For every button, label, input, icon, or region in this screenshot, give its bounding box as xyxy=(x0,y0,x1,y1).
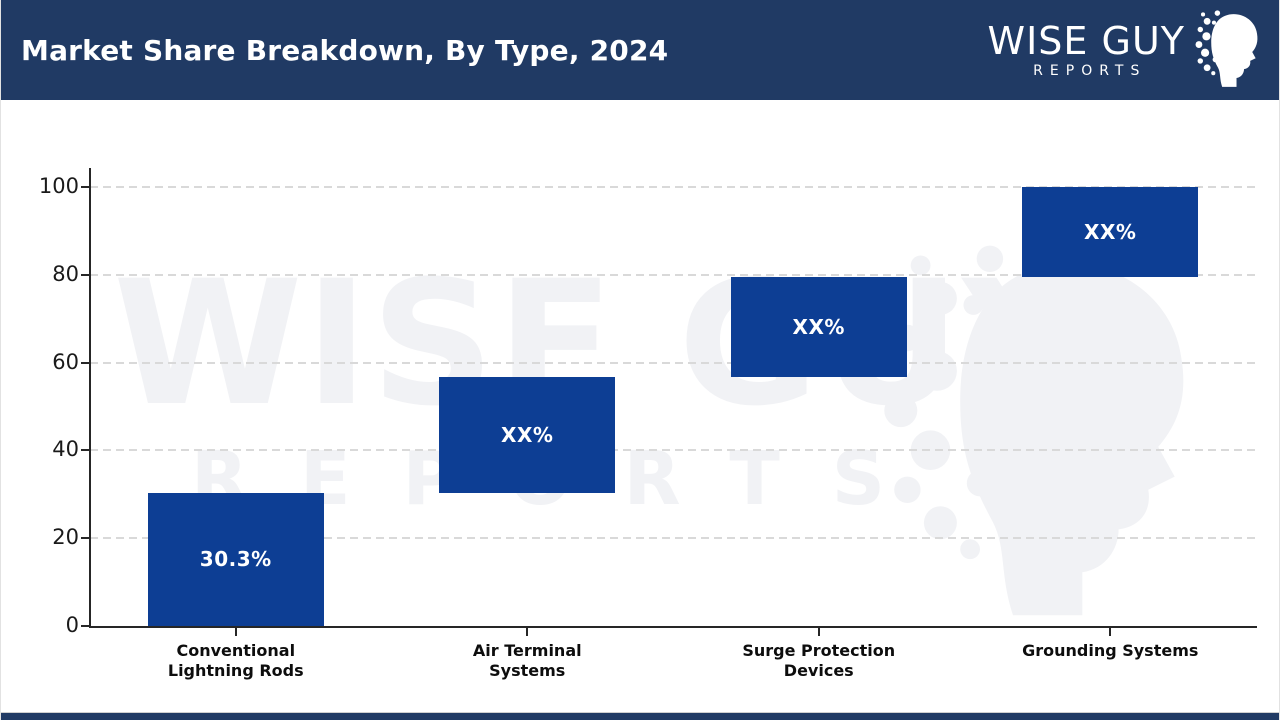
y-axis-tick xyxy=(81,449,90,452)
grid-line xyxy=(90,537,1256,540)
x-axis-category-line: Systems xyxy=(489,661,566,680)
x-axis-category-label: Conventional Lightning Rods xyxy=(86,641,386,681)
y-axis-tick-label: 40 xyxy=(52,437,79,462)
bar-value-label: XX% xyxy=(501,423,554,448)
y-axis-tick-label: 0 xyxy=(65,613,79,637)
footer-bar xyxy=(1,712,1279,720)
x-axis-tick xyxy=(817,628,820,636)
x-axis-category-line: Lightning Rods xyxy=(167,661,304,680)
y-axis-tick xyxy=(81,273,90,276)
bar-value-label: XX% xyxy=(1084,219,1137,244)
x-axis-tick xyxy=(234,628,237,636)
header-bar: Market Share Breakdown, By Type, 2024 WI… xyxy=(1,0,1279,100)
brand-wordmark: WISE GUY REPORTS xyxy=(988,22,1185,79)
x-axis-category-label: Grounding Systems xyxy=(960,641,1260,661)
x-axis-category-line: Conventional xyxy=(176,641,296,660)
y-axis-line xyxy=(89,168,91,628)
chart-title: Market Share Breakdown, By Type, 2024 xyxy=(21,33,669,67)
brand-reports-text: REPORTS xyxy=(1033,62,1147,79)
y-axis-tick-label: 100 xyxy=(38,174,79,198)
y-axis-tick-label: 60 xyxy=(52,349,79,374)
y-axis-tick xyxy=(81,186,90,188)
bar-value-label: 30.3% xyxy=(199,547,272,572)
x-axis-category-line: Surge Protection xyxy=(742,641,896,660)
x-axis-category-line: Air Terminal xyxy=(472,641,582,660)
x-axis-tick xyxy=(526,628,529,636)
x-axis-category-label: Air Terminal Systems xyxy=(377,641,677,681)
grid-line xyxy=(90,449,1256,452)
x-axis-line xyxy=(89,626,1257,628)
grid-line xyxy=(90,361,1256,364)
grid-line xyxy=(90,273,1256,276)
y-axis-tick xyxy=(81,361,90,364)
y-axis-tick-label: 20 xyxy=(52,525,79,550)
bar-value-label: XX% xyxy=(792,315,845,340)
bar-grounding-systems: XX% xyxy=(1022,187,1199,277)
y-axis-tick xyxy=(81,625,90,627)
x-axis-category-line: Grounding Systems xyxy=(1022,641,1199,660)
bar-conventional-lightning-rods: 30.3% xyxy=(147,492,324,626)
x-axis-category-line: Devices xyxy=(783,661,854,680)
x-axis-category-label: Surge Protection Devices xyxy=(669,641,969,681)
watermark-head-graphic xyxy=(884,245,1184,616)
bar-surge-protection-devices: XX% xyxy=(730,276,907,378)
brand-logo: WISE GUY REPORTS xyxy=(988,9,1279,91)
brand-head-icon xyxy=(1195,10,1258,87)
grid-line xyxy=(90,186,1256,188)
y-axis-tick xyxy=(81,537,90,540)
y-axis-tick-label: 80 xyxy=(52,261,79,286)
bar-air-terminal-systems: XX% xyxy=(439,377,616,493)
brand-name-text: WISE GUY xyxy=(987,18,1185,63)
x-axis-tick xyxy=(1109,628,1112,636)
